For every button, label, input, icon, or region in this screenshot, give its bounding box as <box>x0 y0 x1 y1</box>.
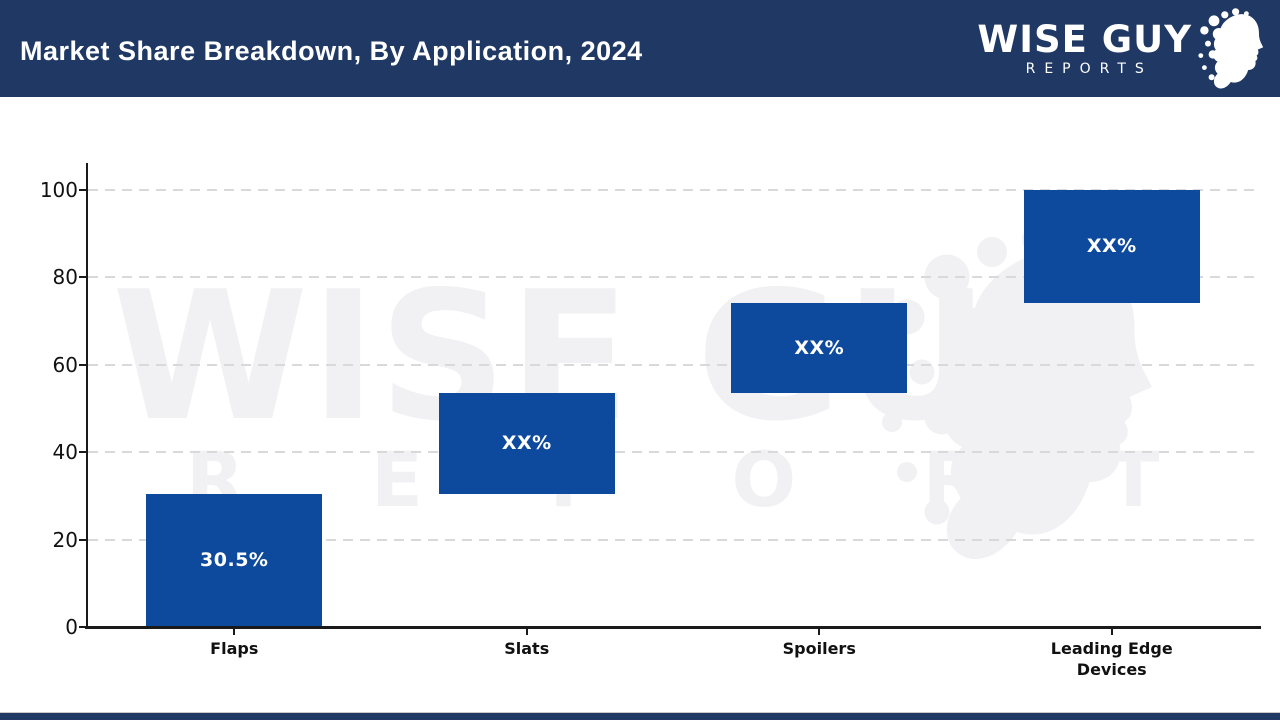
gridline <box>88 188 1258 191</box>
logo-wiseguy-label: WISE GUY <box>977 17 1192 61</box>
chart-title: Market Share Breakdown, By Application, … <box>20 36 643 66</box>
header-bar: Market Share Breakdown, By Application, … <box>0 0 1280 97</box>
gridline <box>88 451 1258 453</box>
bar-leading-edge-devices: XX% <box>1023 189 1200 304</box>
bar-slats: XX% <box>438 392 615 494</box>
logo-text: WISE GUY REPORTS <box>977 17 1192 78</box>
x-tick-label: Slats <box>504 639 550 658</box>
y-tick <box>79 451 86 453</box>
logo-reports-label: REPORTS <box>1025 61 1153 78</box>
x-tick <box>818 627 821 635</box>
wise-guy-reports-logo: WISE GUY REPORTS <box>977 5 1268 93</box>
bar-flaps: 30.5% <box>146 493 323 627</box>
y-tick <box>79 626 86 628</box>
bar-value-label: XX% <box>794 337 845 360</box>
y-axis-spine <box>86 163 88 629</box>
bar-value-label: XX% <box>501 432 552 455</box>
y-tick-label: 100 <box>39 177 78 202</box>
x-tick <box>233 627 236 635</box>
gridline <box>88 276 1258 278</box>
y-tick <box>79 538 86 541</box>
y-tick-label: 20 <box>52 527 78 552</box>
gridline <box>88 363 1258 366</box>
footer-divider <box>0 712 1280 713</box>
y-tick-label: 40 <box>52 440 78 464</box>
y-tick <box>79 188 86 191</box>
footer-bar <box>0 713 1280 720</box>
y-tick <box>79 276 86 278</box>
x-tick <box>1110 627 1113 635</box>
y-tick-label: 0 <box>65 615 78 639</box>
x-axis-spine <box>85 626 1261 629</box>
bar-spoilers: XX% <box>731 303 908 393</box>
x-tick <box>525 627 528 635</box>
y-tick <box>79 363 86 366</box>
y-tick-label: 60 <box>52 352 78 377</box>
gridline <box>88 538 1258 541</box>
x-tick-label: Flaps <box>210 639 259 658</box>
y-tick-label: 80 <box>52 265 78 289</box>
logo-face-icon <box>1198 8 1264 89</box>
bar-value-label: XX% <box>1086 235 1137 258</box>
x-tick-label: Spoilers <box>782 639 856 658</box>
x-tick-label: Leading Edge Devices <box>1050 639 1173 679</box>
bar-value-label: 30.5% <box>200 549 269 572</box>
